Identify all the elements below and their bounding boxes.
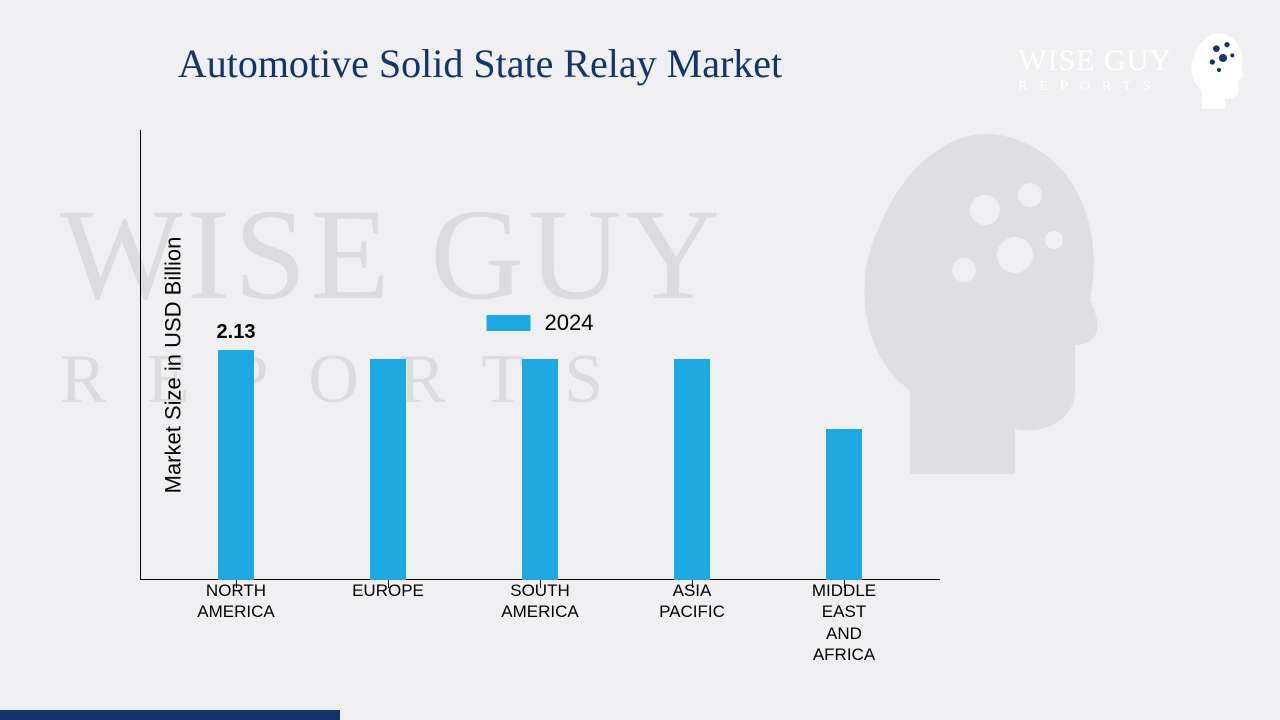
brand-head-icon [1180, 30, 1250, 110]
legend: 2024 [487, 310, 594, 336]
bar-group [480, 359, 600, 580]
category-labels: NORTH AMERICA EUROPE SOUTH AMERICA ASIA PAC… [140, 580, 940, 665]
category-label: SOUTH AMERICA [480, 580, 600, 665]
brand-line1: WISE GUY [1018, 46, 1172, 76]
chart-title: Automotive Solid State Relay Market [0, 40, 960, 87]
bottom-accent-bar [0, 710, 340, 720]
bar-group: 2.13 [176, 350, 296, 580]
category-label: EUROPE [328, 580, 448, 665]
canvas: WISE GUY REPORTS WISE GUY REPORTS [0, 0, 1280, 720]
bars-container: 2.13 [140, 130, 940, 580]
category-label: MIDDLE EAST AND AFRICA [784, 580, 904, 665]
brand-logo: WISE GUY REPORTS [1018, 30, 1250, 110]
brand-line2: REPORTS [1018, 80, 1172, 94]
bar-chart: Market Size in USD Billion 2.13 2024 NOR… [100, 130, 940, 600]
legend-label: 2024 [545, 310, 594, 336]
plot-area: 2.13 2024 [140, 130, 940, 580]
bar-group [784, 429, 904, 580]
bar-group [632, 359, 752, 580]
bar [370, 359, 406, 580]
category-label: ASIA PACIFIC [632, 580, 752, 665]
bar [826, 429, 862, 580]
bar [674, 359, 710, 580]
category-label: NORTH AMERICA [176, 580, 296, 665]
bar-value-label: 2.13 [217, 321, 256, 344]
bar [522, 359, 558, 580]
legend-swatch [487, 315, 531, 331]
bar [218, 350, 254, 580]
bar-group [328, 359, 448, 580]
